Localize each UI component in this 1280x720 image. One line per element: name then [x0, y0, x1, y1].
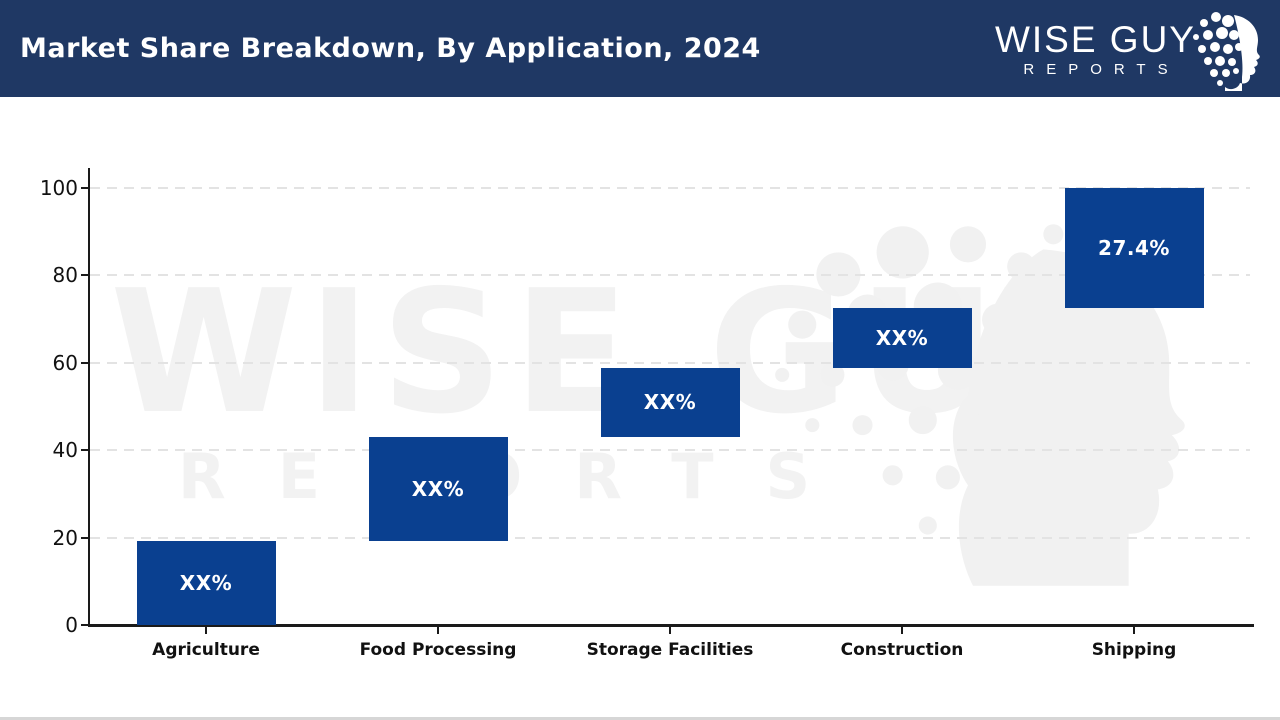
logo-subtext: REPORTS [1023, 60, 1180, 78]
y-axis-line [88, 168, 90, 627]
bar-value-label: XX% [179, 570, 233, 595]
logo-wordmark: WISE GUY [994, 18, 1196, 60]
page-title: Market Share Breakdown, By Application, … [20, 33, 761, 64]
y-tick-label: 60 [52, 350, 78, 375]
y-tick-label: 0 [65, 613, 78, 637]
x-axis-label: Storage Facilities [586, 640, 754, 660]
gridline-40 [90, 449, 1250, 452]
y-tick-label: 80 [52, 263, 78, 288]
brand-logo: WISE GUY REPORTS [995, 6, 1266, 92]
gridline-20 [90, 536, 1250, 539]
y-tick-mark [81, 187, 88, 189]
x-tick-mark [205, 627, 207, 634]
x-tick-mark [1133, 627, 1135, 634]
y-tick-mark [81, 361, 88, 364]
x-tick-mark [901, 627, 903, 634]
y-tick-label: 20 [52, 525, 78, 550]
x-axis-label: Shipping [1091, 640, 1177, 660]
header-bar: Market Share Breakdown, By Application, … [0, 0, 1280, 97]
bar-construction: XX% [832, 307, 972, 368]
gridline-80 [90, 274, 1250, 277]
y-tick-mark [81, 449, 88, 452]
gridline-60 [90, 361, 1250, 364]
bar-food-processing: XX% [368, 437, 508, 541]
bar-shipping: 27.4% [1064, 188, 1204, 308]
bar-value-label: XX% [411, 476, 465, 501]
y-tick-mark [81, 624, 88, 626]
bottom-edge-line [0, 717, 1280, 720]
y-tick-label: 40 [52, 438, 78, 463]
bar-storage-facilities: XX% [600, 367, 740, 438]
gridline-100 [90, 187, 1250, 189]
x-axis-label: Food Processing [359, 640, 517, 660]
x-axis-label: Agriculture [152, 640, 260, 660]
logo-text-block: WISE GUY REPORTS [995, 21, 1196, 78]
logo-head-icon [1193, 12, 1260, 91]
bar-value-label: XX% [875, 325, 929, 350]
bar-value-label: XX% [643, 390, 697, 415]
x-axis-line [88, 624, 1254, 627]
x-axis-label: Construction [840, 640, 964, 660]
y-tick-label: 100 [39, 176, 78, 200]
x-tick-mark [437, 627, 439, 634]
bar-agriculture: XX% [136, 540, 276, 625]
bar-value-label: 27.4% [1098, 235, 1170, 260]
y-tick-mark [81, 274, 88, 277]
y-tick-mark [81, 536, 88, 539]
x-tick-mark [669, 627, 671, 634]
